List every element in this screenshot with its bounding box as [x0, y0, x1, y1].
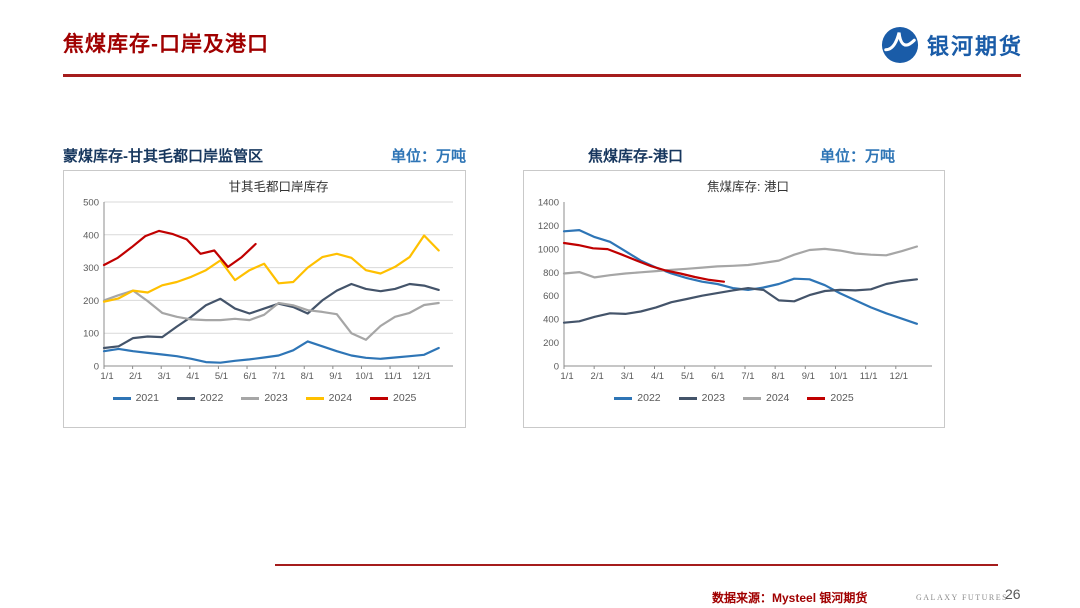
svg-text:400: 400 — [543, 315, 559, 326]
legend-label: 2025 — [830, 392, 854, 404]
svg-text:1/1: 1/1 — [100, 371, 113, 382]
svg-text:7/1: 7/1 — [741, 371, 754, 382]
footer-brand: GALAXY FUTURES — [916, 593, 1009, 602]
svg-text:焦煤库存: 港口: 焦煤库存: 港口 — [707, 179, 789, 194]
svg-text:甘其毛都口岸库存: 甘其毛都口岸库存 — [228, 179, 328, 194]
legend-swatch — [678, 396, 697, 400]
page-title: 焦煤库存-口岸及港口 — [63, 33, 269, 56]
svg-text:12/1: 12/1 — [890, 371, 909, 382]
galaxy-logo-icon — [881, 26, 919, 64]
legend-label: 2025 — [393, 392, 417, 404]
svg-text:9/1: 9/1 — [802, 371, 815, 382]
legend-label: 2022 — [637, 392, 661, 404]
legend-item-2024: 2024 — [743, 392, 789, 404]
svg-text:200: 200 — [83, 296, 99, 307]
legend-item-2025: 2025 — [370, 392, 416, 404]
svg-text:6/1: 6/1 — [243, 371, 256, 382]
legend-label: 2021 — [135, 392, 159, 404]
legend-swatch — [743, 396, 761, 400]
svg-text:5/1: 5/1 — [681, 371, 694, 382]
legend-label: 2022 — [199, 392, 224, 404]
svg-text:1200: 1200 — [538, 221, 559, 232]
legend-item-2025: 2025 — [807, 392, 854, 404]
svg-text:100: 100 — [83, 329, 99, 340]
legend-swatch — [370, 396, 389, 400]
galaxy-futures-logo: 银河期货 — [881, 26, 1023, 64]
left-chart-header: 蒙煤库存-甘其毛都口岸监管区 — [63, 147, 263, 165]
svg-text:0: 0 — [94, 362, 99, 373]
svg-text:8/1: 8/1 — [772, 371, 785, 382]
left-chart: 0 100 200 300 400 500 1/1 2/1 3/1 4/1 5/1 6/1 7/1 8/1… — [63, 170, 466, 428]
legend-label: 2023 — [701, 392, 725, 404]
left-chart-plot: 0 100 200 300 400 500 1/1 2/1 3/1 4/1 5/1 6/1 7/1 8/1… — [64, 176, 465, 388]
svg-text:500: 500 — [83, 198, 99, 209]
left-chart-legend: 2021 2022 2023 2024 2025 — [64, 392, 465, 404]
right-chart-unit: 单位：万吨 — [819, 147, 895, 165]
right-chart-header: 焦煤库存-港口 — [588, 147, 683, 165]
title-divider — [63, 74, 1021, 77]
svg-text:800: 800 — [543, 268, 559, 279]
svg-text:10/1: 10/1 — [829, 371, 848, 382]
chart-svg: 0 200 400 600 800 1000 1200 1400 1/1 2/1 3/1 4/1 5/1… — [538, 179, 932, 382]
legend-item-2024: 2024 — [305, 392, 353, 404]
right-chart-legend: 2022 2023 2024 2025 — [524, 392, 944, 404]
data-source: 数据来源：Mysteel 银河期货 — [712, 591, 868, 605]
svg-text:5/1: 5/1 — [215, 371, 228, 382]
svg-text:10/1: 10/1 — [355, 371, 374, 382]
right-chart-plot: 0 200 400 600 800 1000 1200 1400 1/1 2/1 3/1 4/1 5/1… — [524, 176, 944, 388]
logo-text: 银河期货 — [926, 34, 1023, 59]
svg-text:4/1: 4/1 — [651, 371, 664, 382]
svg-text:11/1: 11/1 — [860, 371, 878, 382]
legend-item-2021: 2021 — [112, 392, 159, 404]
svg-text:600: 600 — [543, 291, 559, 302]
legend-swatch — [241, 396, 260, 400]
svg-text:2/1: 2/1 — [129, 371, 142, 382]
legend-swatch — [807, 396, 826, 400]
legend-label: 2024 — [328, 392, 353, 404]
legend-item-2023: 2023 — [241, 392, 288, 404]
legend-label: 2024 — [766, 392, 790, 404]
svg-text:2/1: 2/1 — [591, 371, 604, 382]
svg-text:1400: 1400 — [538, 198, 559, 209]
svg-text:11/1: 11/1 — [384, 371, 402, 382]
legend-item-2022: 2022 — [176, 392, 224, 404]
right-chart-header-row: 焦煤库存-港口 单位：万吨 — [523, 144, 945, 166]
legend-swatch — [176, 396, 195, 400]
left-chart-unit: 单位：万吨 — [390, 147, 466, 165]
svg-text:6/1: 6/1 — [711, 371, 724, 382]
legend-label: 2023 — [264, 392, 288, 404]
svg-text:4/1: 4/1 — [186, 371, 199, 382]
svg-text:7/1: 7/1 — [272, 371, 285, 382]
svg-text:300: 300 — [83, 263, 99, 274]
svg-text:8/1: 8/1 — [301, 371, 314, 382]
legend-swatch — [112, 396, 131, 400]
svg-text:200: 200 — [543, 338, 559, 349]
svg-text:12/1: 12/1 — [412, 371, 431, 382]
svg-text:3/1: 3/1 — [158, 371, 171, 382]
svg-text:1/1: 1/1 — [560, 371, 573, 382]
legend-item-2023: 2023 — [678, 392, 725, 404]
legend-swatch — [614, 396, 633, 400]
legend-swatch — [305, 396, 324, 400]
svg-text:400: 400 — [83, 230, 99, 241]
left-chart-header-row: 蒙煤库存-甘其毛都口岸监管区 单位：万吨 — [63, 144, 466, 166]
svg-text:3/1: 3/1 — [621, 371, 634, 382]
svg-text:1000: 1000 — [538, 244, 559, 255]
right-chart: 0 200 400 600 800 1000 1200 1400 1/1 2/1 3/1 4/1 5/1… — [523, 170, 945, 428]
footer-divider — [275, 564, 998, 566]
legend-item-2022: 2022 — [614, 392, 661, 404]
svg-text:9/1: 9/1 — [329, 371, 342, 382]
svg-text:0: 0 — [554, 362, 559, 373]
page-number: 26 — [1005, 586, 1021, 602]
chart-svg: 0 100 200 300 400 500 1/1 2/1 3/1 4/1 5/1 6/1 7/1 8/1… — [83, 179, 453, 382]
